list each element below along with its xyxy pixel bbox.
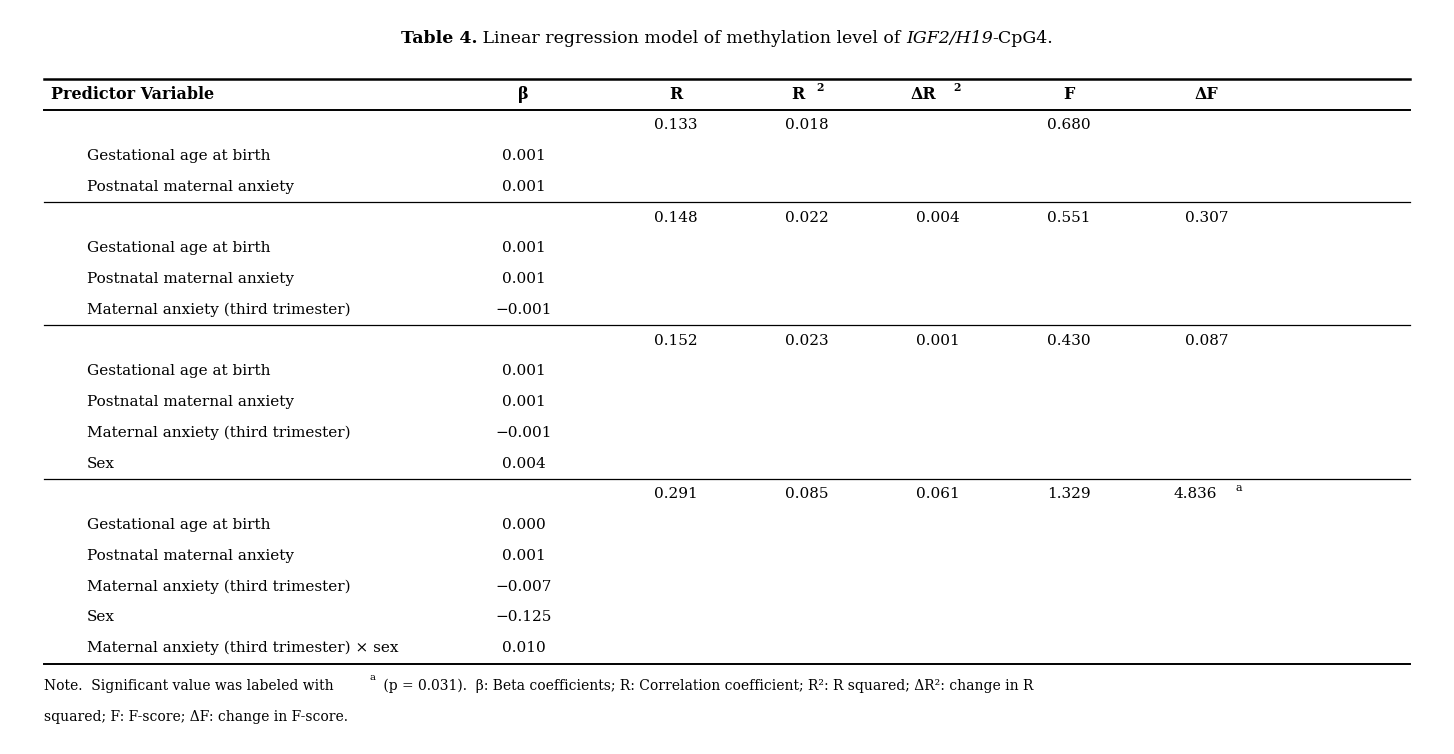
Text: 0.001: 0.001 [916,333,960,348]
Text: Postnatal maternal anxiety: Postnatal maternal anxiety [87,395,294,409]
Text: Gestational age at birth: Gestational age at birth [87,241,270,256]
Text: 0.085: 0.085 [785,487,829,501]
Text: Note.  Significant value was labeled with: Note. Significant value was labeled with [44,679,333,693]
Text: 2: 2 [816,82,824,93]
Text: 0.001: 0.001 [502,241,545,256]
Text: 0.023: 0.023 [785,333,829,348]
Text: R: R [791,86,806,103]
Text: −0.007: −0.007 [496,580,551,593]
Text: squared; F: F-score; ΔF: change in F-score.: squared; F: F-score; ΔF: change in F-sco… [44,710,348,725]
Text: 0.307: 0.307 [1185,210,1229,225]
Text: 0.061: 0.061 [916,487,960,501]
Text: a: a [1236,483,1242,492]
Text: Sex: Sex [87,457,115,470]
Text: ΔF: ΔF [1195,86,1218,103]
Text: R: R [669,86,683,103]
Text: Maternal anxiety (third trimester): Maternal anxiety (third trimester) [87,426,350,440]
Text: Sex: Sex [87,611,115,624]
Text: (p = 0.031).  β: Beta coefficients; R: Correlation coefficient; R²: R squared; Δ: (p = 0.031). β: Beta coefficients; R: Co… [379,679,1034,693]
Text: 0.001: 0.001 [502,395,545,409]
Text: 0.133: 0.133 [654,118,698,132]
Text: 0.018: 0.018 [785,118,829,132]
Text: 0.001: 0.001 [502,364,545,379]
Text: 0.001: 0.001 [502,272,545,286]
Text: -CpG4.: -CpG4. [993,30,1054,48]
Text: −0.125: −0.125 [496,611,551,624]
Text: 0.152: 0.152 [654,333,698,348]
Text: Postnatal maternal anxiety: Postnatal maternal anxiety [87,179,294,194]
Text: Postnatal maternal anxiety: Postnatal maternal anxiety [87,272,294,286]
Text: 0.010: 0.010 [502,641,545,655]
Text: −0.001: −0.001 [496,303,551,317]
Text: ΔR: ΔR [910,86,936,103]
Text: 2: 2 [952,82,961,93]
Text: 0.000: 0.000 [502,518,545,532]
Text: a: a [369,673,375,682]
Text: 0.001: 0.001 [502,149,545,163]
Text: 0.291: 0.291 [654,487,698,501]
Text: 0.551: 0.551 [1047,210,1090,225]
Text: Maternal anxiety (third trimester): Maternal anxiety (third trimester) [87,579,350,594]
Text: 0.001: 0.001 [502,549,545,563]
Text: 0.004: 0.004 [502,457,545,470]
Text: 0.022: 0.022 [785,210,829,225]
Text: 1.329: 1.329 [1047,487,1090,501]
Text: Linear regression model of methylation level of: Linear regression model of methylation l… [477,30,906,48]
Text: IGF2/H19: IGF2/H19 [906,30,993,48]
Text: Gestational age at birth: Gestational age at birth [87,518,270,532]
Text: 0.087: 0.087 [1185,333,1229,348]
Text: −0.001: −0.001 [496,426,551,440]
Text: Table 4.: Table 4. [400,30,477,48]
Text: β: β [518,86,529,103]
Text: Postnatal maternal anxiety: Postnatal maternal anxiety [87,549,294,563]
Text: Maternal anxiety (third trimester) × sex: Maternal anxiety (third trimester) × sex [87,641,398,655]
Text: Gestational age at birth: Gestational age at birth [87,149,270,163]
Text: Gestational age at birth: Gestational age at birth [87,364,270,379]
Text: 0.430: 0.430 [1047,333,1090,348]
Text: 0.001: 0.001 [502,179,545,194]
Text: F: F [1063,86,1075,103]
Text: Predictor Variable: Predictor Variable [51,86,214,103]
Text: Maternal anxiety (third trimester): Maternal anxiety (third trimester) [87,302,350,317]
Text: 0.004: 0.004 [916,210,960,225]
Text: 4.836: 4.836 [1173,487,1217,501]
Text: 0.680: 0.680 [1047,118,1090,132]
Text: 0.148: 0.148 [654,210,698,225]
